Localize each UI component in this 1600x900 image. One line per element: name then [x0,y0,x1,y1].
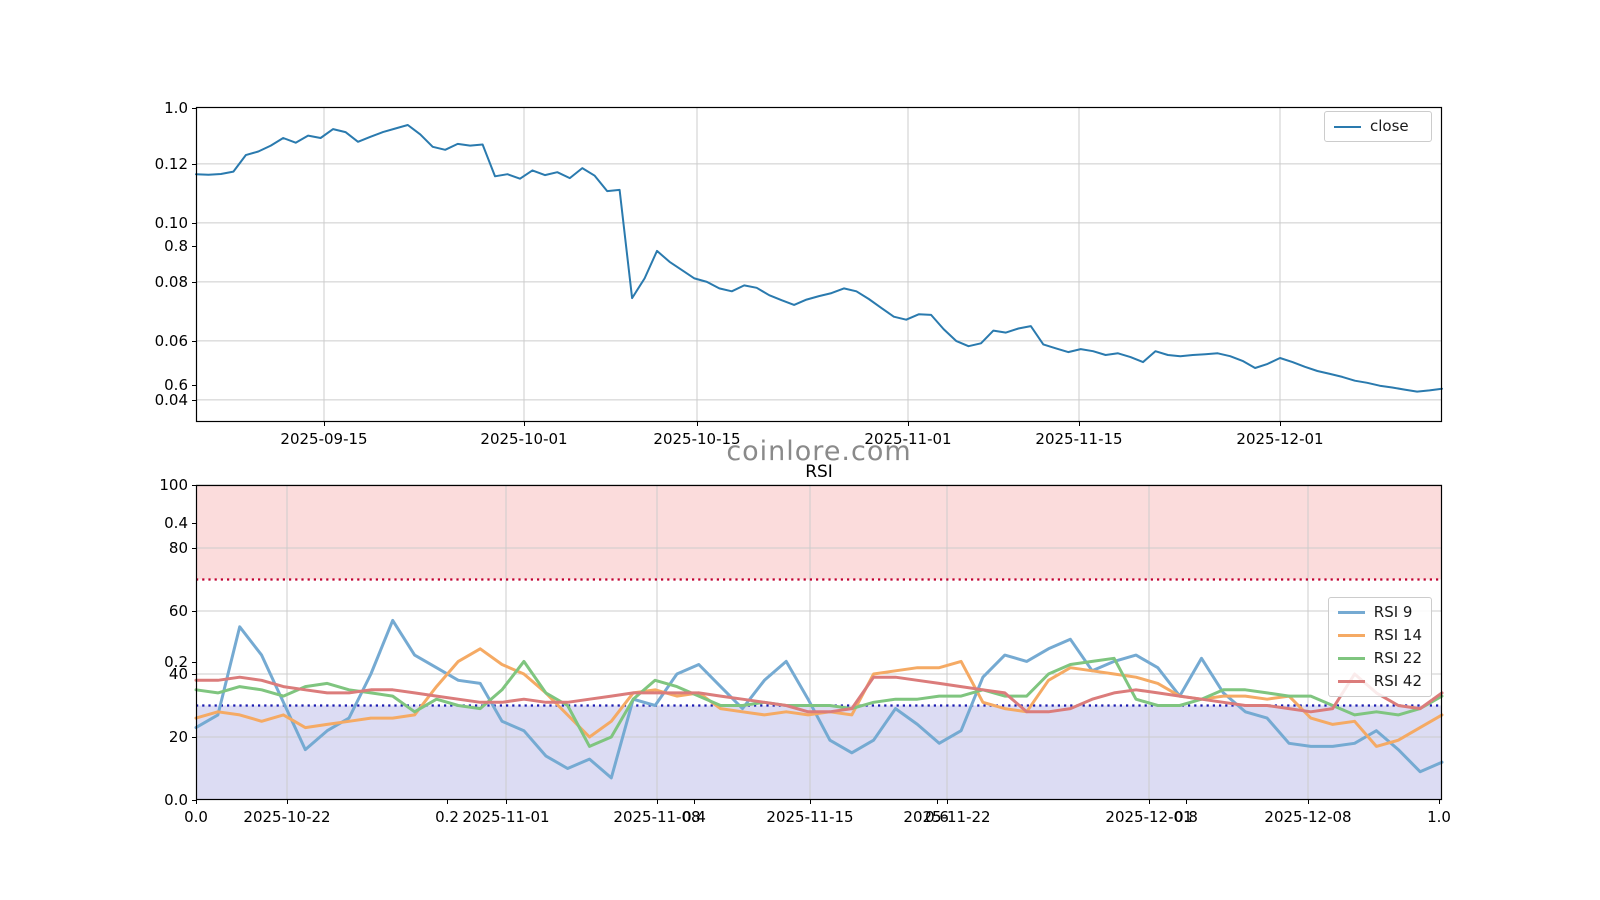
figure-y-tick-mark [192,523,196,524]
x-tick-label: 2025-10-22 [243,808,331,826]
x-tick-mark [447,800,448,804]
series-close [195,124,1443,393]
legend-line-swatch-icon [1334,125,1361,128]
y-tick-mark [192,399,196,401]
rsi-legend: RSI 9 RSI 14 RSI 22 RSI 42 [1327,597,1432,697]
y-tick-label: 0.12 [154,154,188,173]
x-tick-label: 2025-10-15 [653,430,741,448]
x-tick-mark [810,800,811,804]
x-tick-mark [1186,800,1187,804]
legend-line-swatch-icon [1337,611,1365,614]
y-tick-mark [192,611,196,612]
legend-line-swatch-icon [1337,680,1365,683]
figure-y-tick-label: 0.4 [164,514,188,532]
x-tick-label: 0.6 [925,808,949,826]
rsi-chart-title: RSI [805,462,833,482]
legend-label: RSI 22 [1373,649,1422,667]
x-tick-label: 0.8 [1174,808,1198,826]
y-tick-mark [192,548,196,549]
x-tick-mark [697,422,698,426]
series-rsi-14 [194,647,1444,748]
x-tick-mark [1149,800,1150,804]
x-tick-label: 0.4 [682,808,706,826]
x-tick-mark [947,800,948,804]
legend-line-swatch-icon [1337,657,1365,660]
x-tick-label: 2025-09-15 [280,430,368,448]
y-tick-label: 100 [159,476,188,494]
legend-label: RSI 42 [1373,672,1422,690]
y-tick-mark [192,222,196,224]
y-tick-mark [192,281,196,283]
x-tick-label: 1.0 [1427,808,1451,826]
y-tick-mark [192,163,196,165]
x-tick-label: 2025-10-01 [480,430,568,448]
legend-label: RSI 9 [1373,603,1413,621]
x-tick-label: 2025-12-08 [1264,808,1352,826]
price-legend: close [1324,111,1432,142]
x-tick-mark [196,800,197,804]
x-tick-label: 2025-12-01 [1236,430,1324,448]
figure-y-tick-label: 0.6 [164,376,188,394]
figure-y-tick-mark [192,800,196,801]
x-tick-label: 2025-11-01 [864,430,952,448]
figure-y-tick-label: 0.2 [164,653,188,671]
x-tick-mark [1280,422,1281,426]
x-tick-label: 0.2 [435,808,459,826]
series-rsi-42 [194,672,1444,714]
x-tick-label: 2025-11-22 [903,808,991,826]
x-tick-mark [694,800,695,804]
y-tick-label: 40 [168,665,188,683]
legend-item: RSI 9 [1337,603,1422,622]
x-tick-label: 2025-11-01 [462,808,550,826]
x-tick-label: 2025-11-15 [1035,430,1123,448]
x-tick-mark [937,800,938,804]
x-tick-mark [287,800,288,804]
y-tick-label: 0.04 [154,390,188,409]
x-tick-label: 0.0 [184,808,208,826]
legend-label: close [1370,117,1409,135]
watermark: coinlore.com [726,436,912,467]
y-tick-label: 60 [168,602,188,620]
figure-y-tick-mark [192,246,196,247]
x-tick-mark [657,800,658,804]
figure-y-tick-mark [192,385,196,386]
x-tick-mark [1308,800,1309,804]
x-tick-label: 2025-11-15 [766,808,854,826]
series-rsi-9 [194,618,1444,780]
x-tick-label: 2025-12-01 [1105,808,1193,826]
x-tick-mark [324,422,325,426]
series-rsi-22 [194,656,1444,748]
x-tick-label: 2025-11-08 [613,808,701,826]
legend-item: RSI 22 [1337,649,1422,668]
y-tick-mark [192,674,196,675]
y-tick-mark [192,340,196,342]
legend-label: RSI 14 [1373,626,1422,644]
figure-y-tick-label: 0.8 [164,237,188,255]
y-tick-mark [192,485,196,486]
figure-y-tick-label: 0.0 [164,791,188,809]
y-tick-mark [192,737,196,738]
y-tick-label: 20 [168,728,188,746]
y-tick-label: 0.06 [154,331,188,350]
x-tick-mark [524,422,525,426]
price-chart-plot: 2025-09-15 2025-10-01 2025-10-15 2025-11-01… [155,106,1443,448]
y-tick-label: 0.08 [154,272,188,291]
legend-item: close [1334,117,1422,136]
x-tick-mark [506,800,507,804]
y-tick-label: 80 [168,539,188,557]
figure-y-tick-mark [192,662,196,663]
y-tick-label: 0.10 [154,213,188,232]
figure-y-tick-mark [192,108,196,109]
legend-item: RSI 42 [1337,672,1422,691]
legend-item: RSI 14 [1337,626,1422,645]
x-tick-mark [908,422,909,426]
legend-line-swatch-icon [1337,634,1365,637]
x-tick-mark [1079,422,1080,426]
figure-y-tick-label: 1.0 [164,99,188,117]
x-tick-mark [1439,800,1440,804]
rsi-chart-plot: 2025-10-22 2025-11-01 2025-11-08 2025-11-15… [159,476,1451,826]
